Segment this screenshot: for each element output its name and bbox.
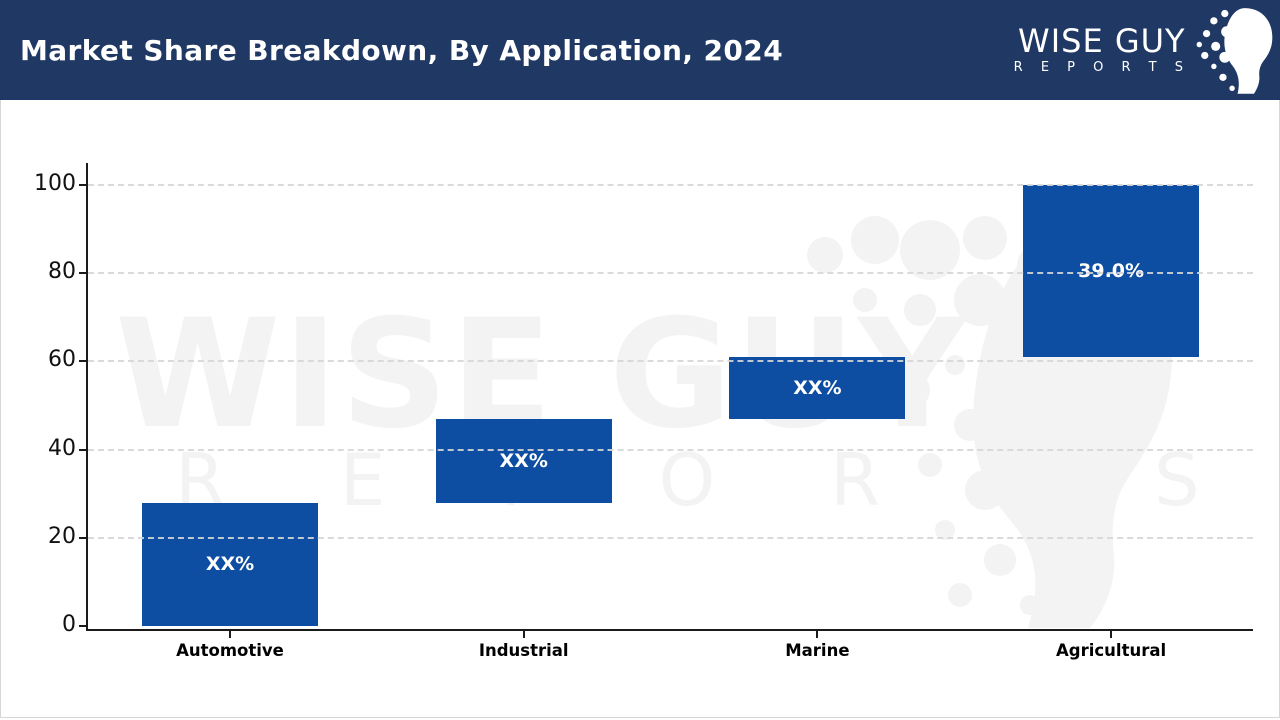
x-tick-mark: [229, 631, 231, 638]
gridline: [88, 184, 1253, 186]
y-tick-mark: [79, 360, 88, 363]
bar: XX%: [435, 418, 612, 503]
gridline: [88, 536, 1253, 539]
gridline: [88, 360, 1253, 363]
y-tick-label: 0: [62, 612, 76, 637]
y-tick-mark: [79, 184, 88, 186]
bar: XX%: [729, 356, 906, 419]
y-axis-line: [86, 163, 88, 631]
y-tick-mark: [79, 448, 88, 451]
x-tick-mark: [1110, 631, 1113, 638]
y-tick-label: 80: [48, 259, 76, 285]
logo-tagline: R E P O R T S: [1013, 60, 1190, 76]
y-tick-label: 40: [48, 435, 76, 461]
bar-value-label: XX%: [499, 449, 548, 472]
bar: XX%: [142, 502, 318, 626]
category-label: Automotive: [176, 641, 284, 660]
y-tick-mark: [79, 536, 88, 539]
category-label: Marine: [785, 641, 850, 660]
category-label: Agricultural: [1056, 641, 1167, 660]
y-tick-label: 100: [34, 171, 76, 196]
y-tick-label: 60: [48, 347, 76, 373]
bar-value-label: XX%: [205, 553, 255, 576]
x-axis-line: [86, 629, 1253, 631]
gridline: [88, 272, 1253, 275]
brand-logo-text: WISE GUY R E P O R T S: [1013, 21, 1190, 76]
logo-wordmark: WISE GUY: [1018, 21, 1186, 60]
x-tick-mark: [816, 631, 819, 638]
y-tick-label: 20: [48, 523, 76, 549]
header: Market Share Breakdown, By Application, …: [0, 0, 1280, 100]
bar: 39.0%: [1023, 185, 1200, 357]
bar-value-label: XX%: [793, 376, 842, 399]
y-tick-mark: [79, 625, 88, 627]
logo-face-icon: [1196, 8, 1273, 94]
y-tick-mark: [79, 272, 88, 275]
bar-value-label: 39.0%: [1078, 259, 1145, 282]
x-tick-mark: [522, 631, 525, 638]
page-title: Market Share Breakdown, By Application, …: [20, 33, 784, 67]
category-label: Industrial: [478, 641, 569, 660]
gridline: [88, 448, 1253, 451]
brand-logo: WISE GUY R E P O R T S: [1014, 4, 1274, 96]
